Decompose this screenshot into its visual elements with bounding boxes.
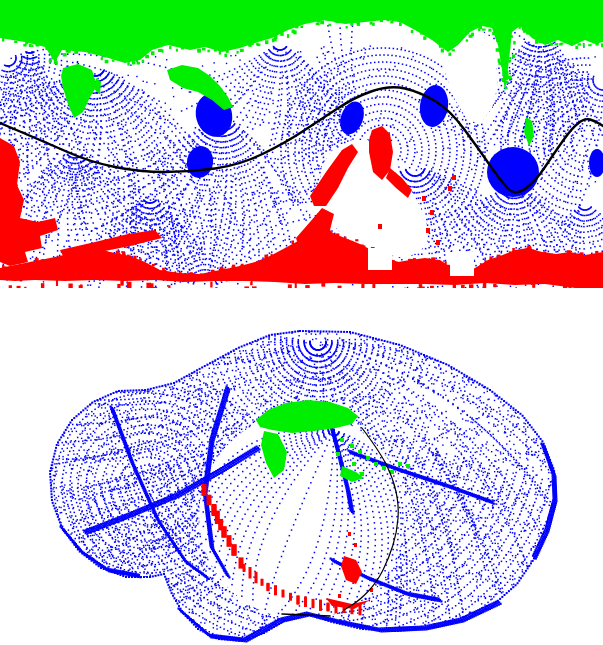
panel-synoptic-map [0, 0, 603, 300]
panel-3d-sphere-view [0, 300, 603, 645]
